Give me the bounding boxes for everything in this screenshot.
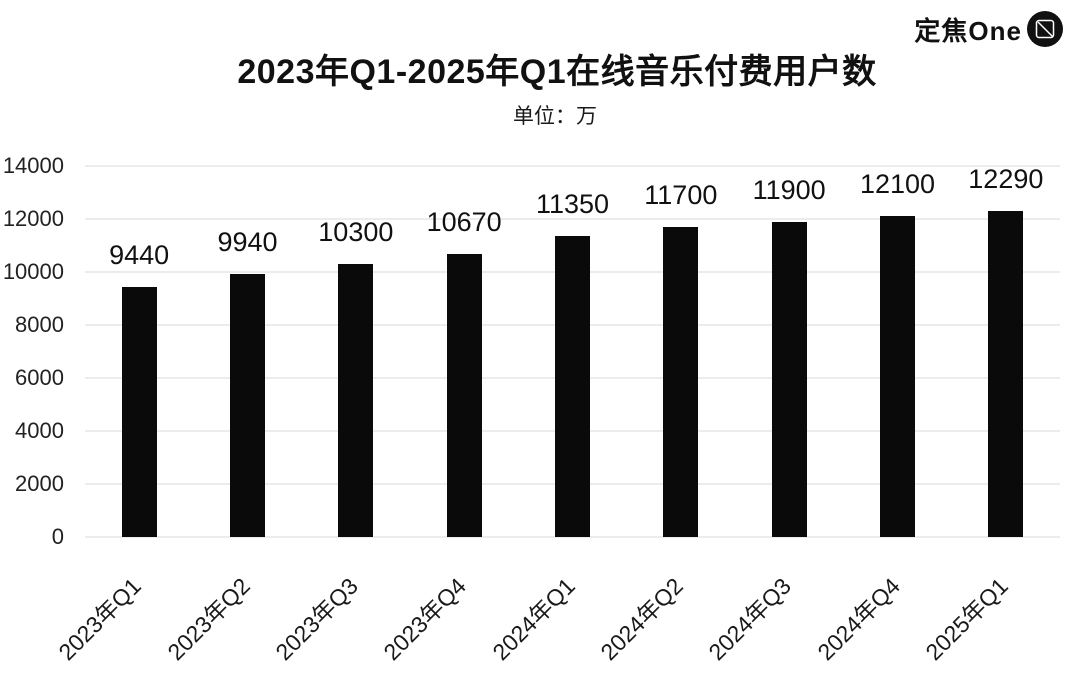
y-axis-tick-label: 2000 [15,471,64,496]
bar-value-label: 10300 [318,217,394,248]
y-axis-tick-label: 0 [51,524,64,549]
x-axis-tick-label: 2024年Q3 [703,572,797,666]
bar-value-label: 11700 [644,179,718,210]
bar-value-label: 11900 [752,174,826,205]
brand-logo: 定焦One [914,10,1064,48]
x-axis-tick-label: 2025年Q1 [920,572,1013,666]
x-axis-tick-label: 2023年Q3 [270,572,363,666]
bar [446,254,482,537]
bar [230,273,265,537]
gridline [85,536,1060,538]
bar-value-label: 12100 [859,169,936,200]
y-axis-tick-label: 4000 [15,418,64,443]
bar [663,226,699,537]
chart-title: 2023年Q1-2025年Q1在线音乐付费用户数 [237,53,877,91]
bar-value-label: 12290 [968,164,1044,195]
gridline [85,165,1060,167]
bar-value-label: 10670 [426,207,502,238]
bar [121,286,157,537]
gridline [85,218,1060,220]
bar-value-label: 11350 [535,189,610,220]
brand-name: 定焦One [914,15,1022,46]
aperture-square-logo-icon [1027,11,1063,47]
bar [338,264,374,537]
x-axis-tick-label: 2023年Q1 [53,572,147,666]
bar [771,221,807,537]
y-axis-tick-label: 6000 [15,365,64,390]
y-axis-tick-label: 12000 [2,206,64,231]
bar-value-label: 9440 [109,239,170,270]
y-axis-tick-label: 10000 [2,259,64,284]
x-axis-tick-label: 2023年Q4 [378,572,472,666]
x-axis-tick-label: 2024年Q2 [595,572,688,666]
bar-value-label: 9940 [217,226,278,257]
chart-subtitle: 单位：万 [513,105,597,128]
x-axis-tick-label: 2024年Q4 [812,572,905,666]
bar [880,216,915,537]
x-axis-tick-label: 2023年Q2 [162,572,255,666]
y-axis-tick-label: 14000 [2,153,64,178]
y-axis-tick-label: 8000 [15,312,64,337]
bar [555,236,590,537]
bar [988,211,1024,537]
x-axis-tick-label: 2024年Q1 [487,572,580,666]
